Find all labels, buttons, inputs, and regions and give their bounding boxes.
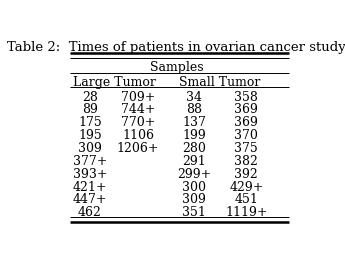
- Text: 358: 358: [234, 91, 258, 104]
- Text: 447+: 447+: [73, 193, 107, 206]
- Text: 299+: 299+: [177, 168, 211, 181]
- Text: 195: 195: [78, 129, 102, 142]
- Text: 309: 309: [182, 193, 206, 206]
- Text: Large Tumor: Large Tumor: [72, 76, 155, 89]
- Text: 28: 28: [82, 91, 98, 104]
- Text: 369: 369: [234, 103, 258, 116]
- Text: 377+: 377+: [73, 155, 107, 168]
- Text: Table 2:  Times of patients in ovarian cancer study: Table 2: Times of patients in ovarian ca…: [8, 41, 345, 54]
- Text: 1106: 1106: [122, 129, 154, 142]
- Text: 137: 137: [182, 116, 206, 129]
- Text: Small Tumor: Small Tumor: [179, 76, 260, 89]
- Text: 300: 300: [182, 180, 206, 193]
- Text: 351: 351: [182, 206, 206, 219]
- Text: 421+: 421+: [73, 180, 107, 193]
- Text: 382: 382: [234, 155, 258, 168]
- Text: 375: 375: [235, 142, 258, 155]
- Text: 451: 451: [234, 193, 258, 206]
- Text: 280: 280: [182, 142, 206, 155]
- Text: 1119+: 1119+: [225, 206, 268, 219]
- Text: 1206+: 1206+: [117, 142, 159, 155]
- Text: 88: 88: [186, 103, 202, 116]
- Text: 34: 34: [186, 91, 202, 104]
- Text: 429+: 429+: [229, 180, 264, 193]
- Text: 309: 309: [78, 142, 102, 155]
- Text: 393+: 393+: [73, 168, 107, 181]
- Text: 291: 291: [182, 155, 206, 168]
- Text: 175: 175: [78, 116, 102, 129]
- Text: 709+: 709+: [121, 91, 155, 104]
- Text: 199: 199: [182, 129, 206, 142]
- Text: 370: 370: [234, 129, 258, 142]
- Text: Samples: Samples: [150, 61, 204, 74]
- Text: 369: 369: [234, 116, 258, 129]
- Text: 89: 89: [82, 103, 98, 116]
- Text: 392: 392: [235, 168, 258, 181]
- Text: 744+: 744+: [121, 103, 155, 116]
- Text: 462: 462: [78, 206, 102, 219]
- Text: 770+: 770+: [121, 116, 155, 129]
